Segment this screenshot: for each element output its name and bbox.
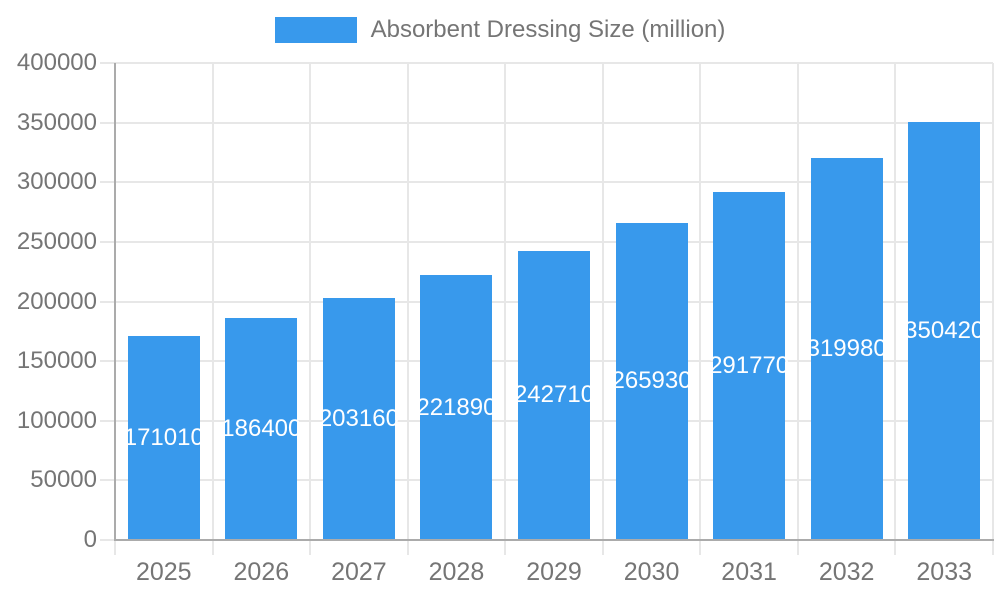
x-axis-tick (699, 540, 702, 555)
x-gridline (796, 63, 799, 540)
x-axis-tick (992, 540, 994, 555)
y-axis-tick-label: 100000 (16, 406, 97, 434)
y-axis-tick (100, 479, 115, 482)
x-axis-tick (601, 540, 604, 555)
x-gridline (699, 63, 702, 540)
y-axis-tick (100, 360, 115, 363)
bar-2032[interactable] (810, 158, 883, 540)
y-axis-tick (100, 419, 115, 422)
x-axis-tick-label: 2026 (233, 558, 290, 586)
x-gridline (406, 63, 409, 540)
x-axis-tick-label: 2028 (428, 558, 485, 586)
x-axis-tick-label: 2031 (721, 558, 777, 586)
bar-2027[interactable] (322, 297, 395, 540)
x-axis-tick-label: 2025 (135, 558, 192, 586)
x-gridline (601, 63, 604, 540)
x-axis-tick (211, 540, 214, 555)
y-axis-tick-label: 350000 (16, 108, 97, 136)
y-axis-tick-label: 200000 (16, 287, 97, 315)
bar-2026[interactable] (225, 317, 298, 540)
y-gridline (115, 121, 993, 124)
y-axis-tick (100, 181, 115, 184)
x-gridline (309, 63, 312, 540)
x-axis-tick-label: 2033 (916, 558, 973, 586)
x-axis-tick (796, 540, 799, 555)
legend-label: Absorbent Dressing Size (million) (370, 16, 726, 43)
bar-2025[interactable] (127, 336, 200, 540)
x-gridline (504, 63, 507, 540)
x-axis-tick (406, 540, 409, 555)
y-axis-tick (100, 121, 115, 124)
y-axis-tick-label: 150000 (16, 347, 97, 375)
bar-2030[interactable] (615, 222, 688, 540)
y-axis-tick-label: 50000 (30, 466, 97, 494)
legend[interactable]: Absorbent Dressing Size (million) (0, 16, 1000, 44)
y-axis-tick-label: 300000 (16, 168, 97, 196)
bar-2029[interactable] (518, 250, 590, 540)
x-axis-tick-label: 2029 (526, 558, 582, 586)
y-axis-tick (100, 240, 115, 243)
y-axis-tick (100, 300, 115, 303)
x-axis-tick-label: 2032 (818, 558, 875, 586)
y-axis-tick-label: 400000 (16, 49, 97, 76)
y-gridline (115, 62, 993, 64)
y-gridline (115, 240, 993, 243)
x-axis-tick (894, 540, 897, 555)
x-axis-line (114, 539, 994, 541)
x-axis-tick (114, 540, 116, 555)
x-axis-tick (504, 540, 507, 555)
y-axis-tick (100, 62, 115, 64)
y-gridline (115, 181, 993, 184)
y-axis-tick-label: 0 (83, 526, 97, 553)
bar-2033[interactable] (908, 122, 981, 540)
bar-2031[interactable] (713, 192, 786, 540)
legend-swatch-icon (274, 17, 357, 43)
bar-2028[interactable] (420, 275, 493, 540)
y-axis-line (114, 63, 116, 541)
x-gridline (992, 63, 994, 540)
x-axis-tick-label: 2030 (623, 558, 680, 586)
x-gridline (894, 63, 897, 540)
y-axis-tick (100, 539, 115, 541)
x-axis-tick (309, 540, 312, 555)
x-gridline (211, 63, 214, 540)
y-axis-tick-label: 250000 (16, 227, 97, 255)
x-axis-tick-label: 2027 (331, 558, 387, 586)
